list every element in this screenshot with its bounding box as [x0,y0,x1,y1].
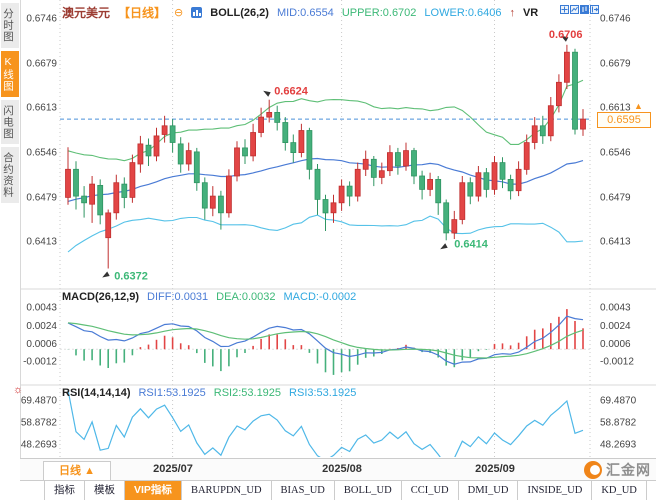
chart-toolbar [560,5,599,14]
vr-indicator-label[interactable]: VR [522,6,539,19]
tab-kdj-ud[interactable]: KDJ_UD [647,481,656,500]
tab-vip-indicator[interactable]: VIP指标 [125,481,182,500]
indicator-chart-icon[interactable] [191,7,203,18]
svg-text:0.0043: 0.0043 [26,303,57,314]
macd-name[interactable]: MACD(26,12,9) [62,291,140,303]
macd-diff-value: DIFF:0.0031 [147,291,209,303]
svg-text:0.6706: 0.6706 [549,29,583,41]
macd-macd-value: MACD:-0.0002 [283,291,357,303]
symbol-name: 澳元美元 [62,6,111,20]
indicator-tab-bar: 指标 模板 VIP指标 BARUPDN_UD BIAS_UD BOLL_UD C… [20,480,656,500]
svg-text:0.6679: 0.6679 [26,58,57,69]
price-marker-icon[interactable]: ▲ [634,101,643,111]
rsi2-value: RSI2:53.1925 [213,387,282,399]
boll-upper-value: UPPER:0.6702 [341,6,417,19]
svg-text:0.6746: 0.6746 [26,14,57,25]
x-axis-label-jul: 2025/07 [153,463,193,475]
svg-text:0.6613: 0.6613 [600,103,631,114]
period-tag: 【日线】 [118,6,167,20]
boll-indicator-label[interactable]: BOLL(26,2) [210,6,269,19]
period-arrow-icon: ▲ [84,465,95,477]
indicator-gear-icon[interactable]: ☼ [13,384,24,396]
collapse-icon[interactable]: ⊖ [174,7,184,19]
svg-text:0.6546: 0.6546 [600,147,631,158]
crosshair-icon[interactable] [560,5,569,14]
boll-mid-value: MID:0.6554 [276,6,334,19]
svg-text:0.0024: 0.0024 [600,321,631,332]
logo-text: 汇金网 [606,462,651,478]
time-axis-bar: 日线 ▲ 2025/07 2025/08 2025/09 汇金网 [20,458,656,481]
svg-text:0.6613: 0.6613 [26,103,57,114]
sidebar-item-timeshare[interactable]: 分时图 [1,3,19,48]
tab-inside-ud[interactable]: INSIDE_UD [518,481,593,500]
macd-header: MACD(26,12,9) DIFF:0.0031 DEA:0.0032 MAC… [62,291,356,303]
current-price-badge: 0.6595 [597,112,651,128]
svg-text:48.2693: 48.2693 [600,440,637,451]
svg-text:0.6546: 0.6546 [26,147,57,158]
boll-lower-value: LOWER:0.6406 [424,6,502,19]
main-chart-header: 澳元美元 【日线】 ⊖ BOLL(26,2) MID:0.6554 UPPER:… [62,4,538,21]
svg-text:0.6746: 0.6746 [600,14,631,25]
svg-text:-0.0012: -0.0012 [600,357,634,368]
chart-type-sidebar: 分时图 K线图 闪电图 合约资料 [0,0,21,480]
tab-dmi-ud[interactable]: DMI_UD [459,481,519,500]
macd-dea-value: DEA:0.0032 [216,291,276,303]
svg-text:58.8782: 58.8782 [21,418,58,429]
svg-text:0.6679: 0.6679 [600,58,631,69]
svg-text:0.6413: 0.6413 [26,237,57,248]
svg-text:69.4870: 69.4870 [600,396,637,407]
rsi1-value: RSI1:53.1925 [138,387,206,399]
svg-text:58.8782: 58.8782 [600,418,637,429]
svg-text:0.6414: 0.6414 [454,238,489,250]
tab-bias-ud[interactable]: BIAS_UD [272,481,335,500]
svg-text:0.6479: 0.6479 [600,192,631,203]
x-axis-label-aug: 2025/08 [322,463,362,475]
sidebar-item-kline[interactable]: K线图 [1,50,19,97]
sidebar-item-contract-info[interactable]: 合约资料 [1,147,19,203]
svg-text:0.0043: 0.0043 [600,303,631,314]
svg-text:0.6413: 0.6413 [600,237,631,248]
period-selector[interactable]: 日线 ▲ [43,461,111,481]
svg-text:69.4870: 69.4870 [21,396,58,407]
sidebar-item-lightning[interactable]: 闪电图 [1,99,19,144]
tab-kd-ud[interactable]: KD_UD [592,481,647,500]
x-axis-label-sep: 2025/09 [475,463,515,475]
svg-text:0.6624: 0.6624 [274,86,309,98]
svg-text:0.0006: 0.0006 [26,339,57,350]
tab-boll-ud[interactable]: BOLL_UD [335,481,402,500]
svg-text:0.6479: 0.6479 [26,192,57,203]
line-chart-icon[interactable] [570,5,579,14]
rsi-header: RSI(14,14,14) RSI1:53.1925 RSI2:53.1925 … [62,387,356,399]
site-logo: 汇金网 [584,460,651,480]
svg-text:48.2693: 48.2693 [21,440,58,451]
candle-chart-icon[interactable] [580,5,589,14]
pan-right-icon[interactable] [590,5,599,14]
period-label: 日线 [59,465,82,477]
tab-indicator[interactable]: 指标 [44,481,85,500]
svg-text:-0.0012: -0.0012 [23,357,57,368]
svg-text:0.0006: 0.0006 [600,339,631,350]
vr-up-arrow-icon[interactable]: ↑ [509,6,515,19]
tab-cci-ud[interactable]: CCI_UD [402,481,459,500]
svg-text:0.0024: 0.0024 [26,321,57,332]
tab-barupdn-ud[interactable]: BARUPDN_UD [182,481,272,500]
rsi-name[interactable]: RSI(14,14,14) [62,387,131,399]
rsi3-value: RSI3:53.1925 [289,387,357,399]
svg-text:0.6372: 0.6372 [114,271,148,283]
tab-template[interactable]: 模板 [85,481,125,500]
logo-icon [584,461,602,479]
